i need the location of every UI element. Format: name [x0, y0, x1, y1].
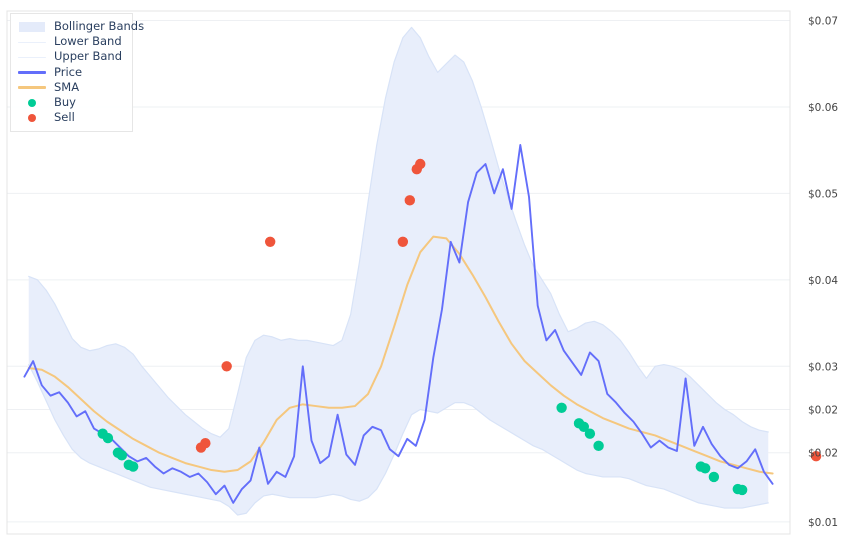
upper-band-line-icon [17, 50, 47, 64]
buy-marker-icon [17, 96, 47, 110]
y-axis-tick-labels: $0.07 $0.06 $0.05 $0.04 $0.03 $0.02 $0.02 $0.01 [808, 16, 838, 529]
sell-marker[interactable] [415, 158, 426, 170]
sma-line-icon [17, 80, 47, 94]
plot-border [6, 10, 791, 535]
legend-item-bollinger-bands[interactable]: Bollinger Bands [17, 19, 144, 34]
legend-item-sma[interactable]: SMA [17, 80, 126, 95]
sma-path [27, 235, 774, 475]
bollinger-bands-swatch-icon [17, 20, 47, 34]
y-axis-tick-label: $0.03 [808, 361, 838, 373]
price-path [23, 144, 774, 504]
chart-legend[interactable]: Bollinger Bands Lower Band Upper Band Pr… [10, 13, 144, 133]
buy-marker[interactable] [584, 428, 596, 439]
legend-item-buy[interactable]: Buy [17, 95, 126, 110]
sell-marker-icon [17, 111, 47, 125]
lower-band-line-icon [17, 35, 47, 49]
y-axis-tick-label: $0.05 [808, 188, 838, 200]
legend-label: SMA [54, 79, 80, 94]
y-axis-tick-label: $0.07 [808, 16, 838, 28]
buy-marker[interactable] [708, 471, 720, 483]
price-line [23, 144, 774, 504]
trade-markers [97, 158, 822, 496]
sell-marker[interactable] [264, 236, 276, 248]
legend-item-lower-band[interactable]: Lower Band [17, 34, 126, 49]
legend-item-upper-band[interactable]: Upper Band [17, 49, 126, 64]
legend-label: Sell [54, 110, 75, 125]
legend-item-sell[interactable]: Sell [17, 110, 126, 125]
y-axis-tick-label: $0.01 [808, 517, 838, 529]
sell-marker[interactable] [404, 195, 416, 206]
buy-marker[interactable] [127, 461, 139, 472]
legend-item-price[interactable]: Price [17, 65, 126, 80]
y-axis-tick-label: $0.06 [808, 102, 838, 114]
buy-marker[interactable] [736, 484, 748, 496]
legend-label: Buy [54, 94, 76, 109]
upper-band-path [28, 26, 769, 438]
legend-label: Upper Band [54, 49, 123, 64]
legend-label: Lower Band [54, 34, 122, 49]
sell-marker[interactable] [200, 438, 211, 449]
bollinger-band-edges [28, 26, 769, 516]
bollinger-band-fill [28, 27, 769, 515]
sell-marker[interactable] [397, 236, 409, 248]
sma-line [27, 235, 774, 475]
buy-marker[interactable] [593, 440, 604, 452]
buy-marker[interactable] [102, 432, 114, 444]
y-axis-tick-label: $0.02 [808, 405, 838, 417]
y-axis-tick-label: $0.04 [808, 275, 838, 287]
sell-marker[interactable] [810, 451, 822, 462]
buy-marker[interactable] [116, 450, 128, 461]
buy-marker[interactable] [578, 421, 590, 433]
price-line-icon [17, 65, 47, 79]
legend-label: Price [54, 64, 83, 79]
buy-marker[interactable] [556, 402, 567, 413]
bollinger-band-area [28, 27, 769, 515]
y-axis-tick-label: $0.02 [808, 448, 838, 460]
sell-marker[interactable] [221, 361, 232, 372]
lower-band-path [28, 363, 769, 516]
legend-label: Bollinger Bands [54, 19, 145, 33]
buy-marker[interactable] [699, 463, 711, 474]
